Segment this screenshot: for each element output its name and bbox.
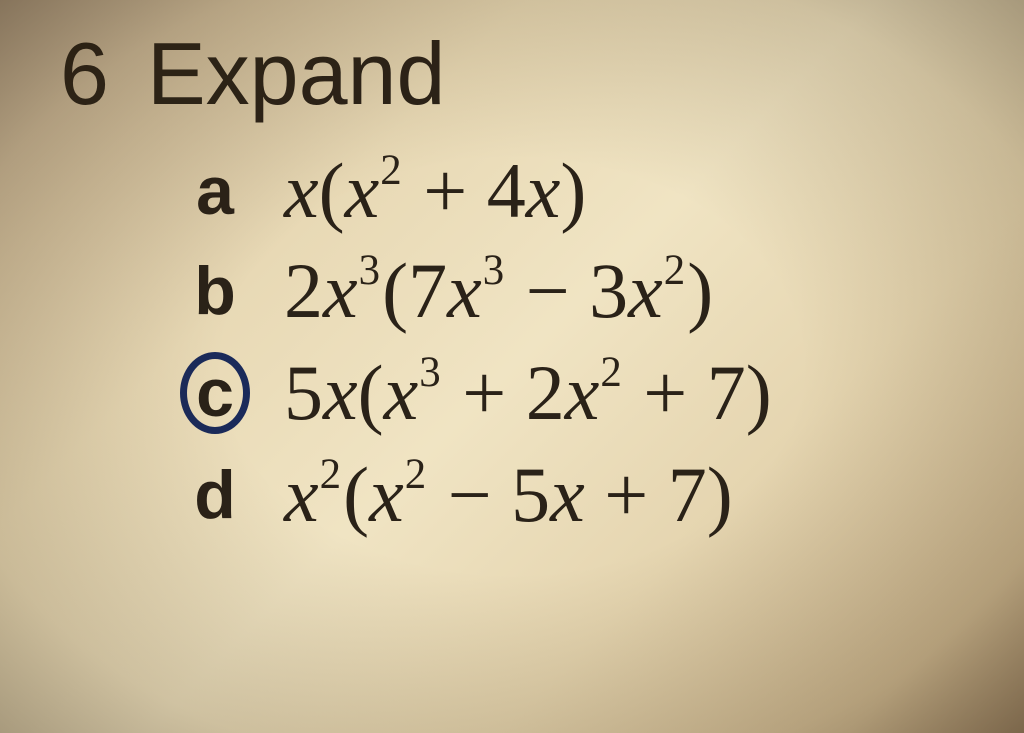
circled-annotation: c [180,352,250,434]
item-row: a x(x2 + 4x) [180,152,984,230]
item-row: c 5x(x3 + 2x2 + 7) [180,352,984,434]
math-expression: 5x(x3 + 2x2 + 7) [284,354,772,432]
item-label: b [194,257,236,325]
question-title: Expand [147,30,445,118]
items-list: a x(x2 + 4x) b 2x3(7x3 − 3x2) c 5x(x3 + 2x2 +… [60,152,984,534]
item-row: d x2(x2 − 5x + 7) [180,456,984,534]
math-expression: x2(x2 − 5x + 7) [284,456,733,534]
item-row: b 2x3(7x3 − 3x2) [180,252,984,330]
item-label-slot: b [180,257,250,325]
math-expression: x(x2 + 4x) [284,152,586,230]
item-label-slot: d [180,461,250,529]
item-label: a [196,157,234,225]
item-label: c [196,359,234,427]
math-expression: 2x3(7x3 − 3x2) [284,252,713,330]
item-label-slot: a [180,157,250,225]
question-heading: 6 Expand [60,30,984,118]
question-number: 6 [60,30,109,118]
item-label: d [194,461,236,529]
item-label-slot: c [180,352,250,434]
worksheet-page: 6 Expand a x(x2 + 4x) b 2x3(7x3 − 3x2) c 5x(x… [0,0,1024,564]
